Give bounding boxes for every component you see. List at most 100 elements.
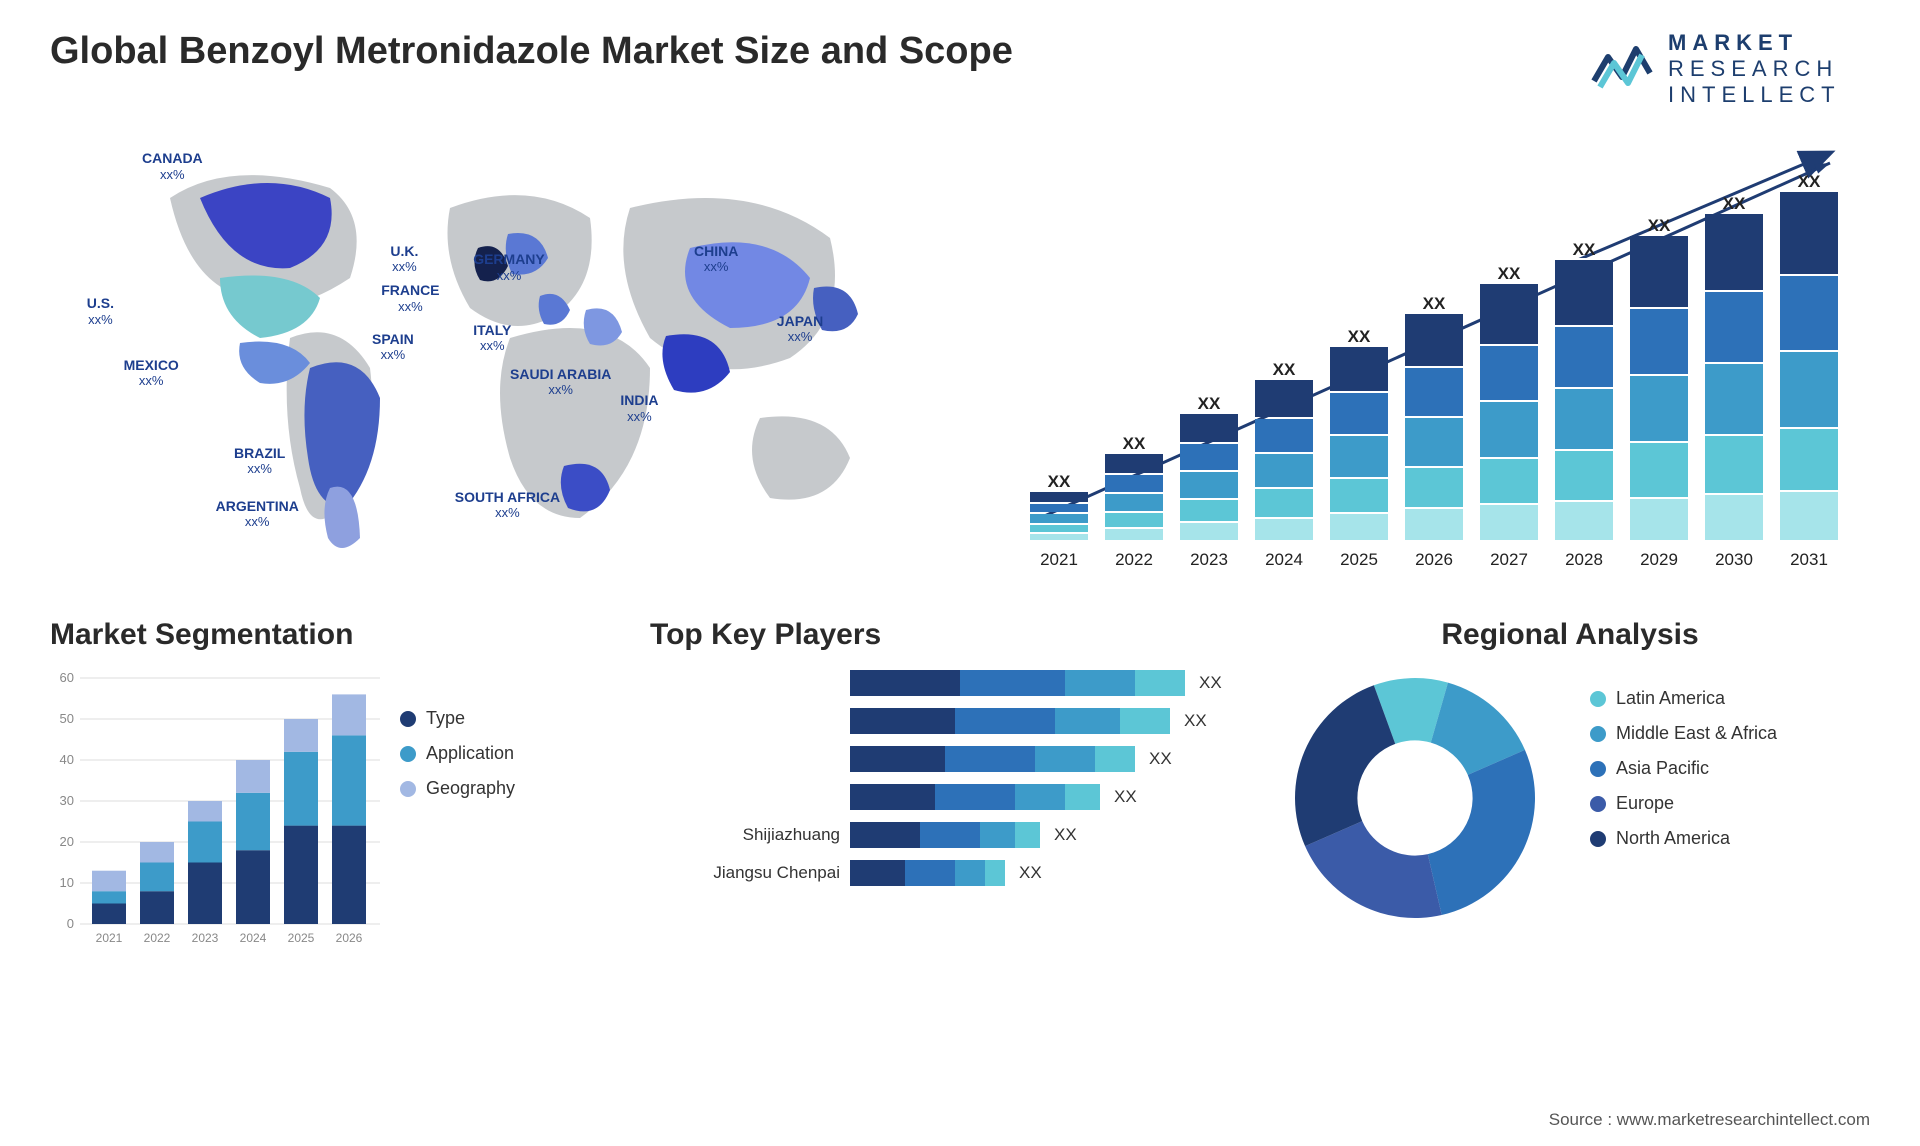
svg-text:30: 30 [60,793,74,808]
svg-text:2021: 2021 [96,931,123,945]
growth-bar [1480,282,1538,540]
map-label: INDIAxx% [620,393,658,424]
logo-icon [1590,37,1654,101]
player-row: Shijiazhuang XX [650,820,1230,850]
svg-text:2026: 2026 [336,931,363,945]
map-label: SPAINxx% [372,332,414,363]
growth-bar [1105,452,1163,540]
segmentation-panel: Market Segmentation 0 10 20 30 40 50 60 2021 202… [50,618,610,958]
growth-bar [1180,412,1238,540]
map-label: GERMANYxx% [473,252,545,283]
regional-title: Regional Analysis [1270,618,1870,652]
svg-text:50: 50 [60,711,74,726]
growth-bar-label: XX [1105,434,1163,454]
legend-item: North America [1590,828,1777,849]
growth-bar-year: 2021 [1030,550,1088,570]
map-label: SOUTH AFRICAxx% [455,490,560,521]
growth-bar-label: XX [1030,472,1088,492]
svg-text:60: 60 [60,670,74,685]
growth-bar-label: XX [1330,327,1388,347]
growth-bar-label: XX [1405,294,1463,314]
growth-chart: XX2021XX2022XX2023XX2024XX2025XX2026XX20… [1010,138,1870,578]
player-label: Shijiazhuang [650,825,850,845]
growth-bar-year: 2028 [1555,550,1613,570]
growth-bar-label: XX [1480,264,1538,284]
player-label: Jiangsu Chenpai [650,863,850,883]
logo-line1: MARKET [1668,30,1841,56]
growth-bar-year: 2029 [1630,550,1688,570]
legend-item: Latin America [1590,688,1777,709]
player-row: XX [650,744,1230,774]
player-value: XX [1184,711,1207,731]
player-value: XX [1149,749,1172,769]
growth-bar [1630,234,1688,540]
legend-item: Middle East & Africa [1590,723,1777,744]
svg-text:40: 40 [60,752,74,767]
regional-donut [1285,668,1545,928]
svg-text:2023: 2023 [192,931,219,945]
player-value: XX [1019,863,1042,883]
logo-line2: RESEARCH [1668,56,1841,82]
segmentation-title: Market Segmentation [50,618,610,652]
map-label: BRAZILxx% [234,446,285,477]
brand-logo: MARKET RESEARCH INTELLECT [1590,30,1870,108]
regional-legend: Latin America Middle East & Africa Asia … [1590,688,1777,928]
source-text: Source : www.marketresearchintellect.com [1549,1110,1870,1130]
map-label: ARGENTINAxx% [216,499,299,530]
map-label: CHINAxx% [694,244,738,275]
legend-item: Asia Pacific [1590,758,1777,779]
svg-text:2022: 2022 [144,931,171,945]
growth-bar-label: XX [1705,194,1763,214]
growth-bar [1405,312,1463,540]
growth-bar [1780,190,1838,540]
map-label: U.S.xx% [87,296,114,327]
growth-bar-year: 2031 [1780,550,1838,570]
player-row: XX [650,782,1230,812]
map-label: CANADAxx% [142,151,203,182]
growth-bar-label: XX [1555,240,1613,260]
growth-bar [1030,490,1088,540]
segmentation-chart: 0 10 20 30 40 50 60 2021 2022 2023 2024 2025 2026 [50,668,380,948]
legend-item: Europe [1590,793,1777,814]
growth-bar-label: XX [1630,216,1688,236]
legend-item: Geography [400,778,515,799]
player-row: XX [650,668,1230,698]
world-map-panel: CANADAxx% U.S.xx% MEXICOxx% U.K.xx% FRANCExx… [50,138,970,578]
legend-item: Application [400,743,515,764]
growth-bar [1330,345,1388,540]
growth-bar-year: 2025 [1330,550,1388,570]
players-title: Top Key Players [650,618,1230,652]
growth-bar-label: XX [1255,360,1313,380]
player-row: Jiangsu Chenpai XX [650,858,1230,888]
growth-bar-label: XX [1180,394,1238,414]
regional-panel: Regional Analysis Latin America Middle E… [1270,618,1870,958]
legend-item: Type [400,708,515,729]
svg-text:2024: 2024 [240,931,267,945]
svg-text:10: 10 [60,875,74,890]
growth-bar-year: 2030 [1705,550,1763,570]
map-label: JAPANxx% [777,314,823,345]
svg-text:0: 0 [67,916,74,931]
growth-bar-year: 2023 [1180,550,1238,570]
svg-text:2025: 2025 [288,931,315,945]
growth-bar-label: XX [1780,172,1838,192]
map-label: FRANCExx% [381,283,439,314]
growth-bar-year: 2026 [1405,550,1463,570]
player-value: XX [1054,825,1077,845]
growth-bar-year: 2024 [1255,550,1313,570]
player-value: XX [1114,787,1137,807]
logo-line3: INTELLECT [1668,82,1841,108]
growth-bar [1555,258,1613,540]
player-value: XX [1199,673,1222,693]
growth-bar [1705,212,1763,540]
map-label: ITALYxx% [473,323,511,354]
svg-text:20: 20 [60,834,74,849]
map-label: U.K.xx% [390,244,418,275]
map-label: MEXICOxx% [124,358,179,389]
map-label: SAUDI ARABIAxx% [510,367,611,398]
player-row: XX [650,706,1230,736]
page-title: Global Benzoyl Metronidazole Market Size… [50,30,1013,73]
growth-bar [1255,378,1313,540]
growth-bar-year: 2027 [1480,550,1538,570]
players-panel: Top Key Players XXXXXXXXShijiazhuangXXJi… [650,618,1230,958]
